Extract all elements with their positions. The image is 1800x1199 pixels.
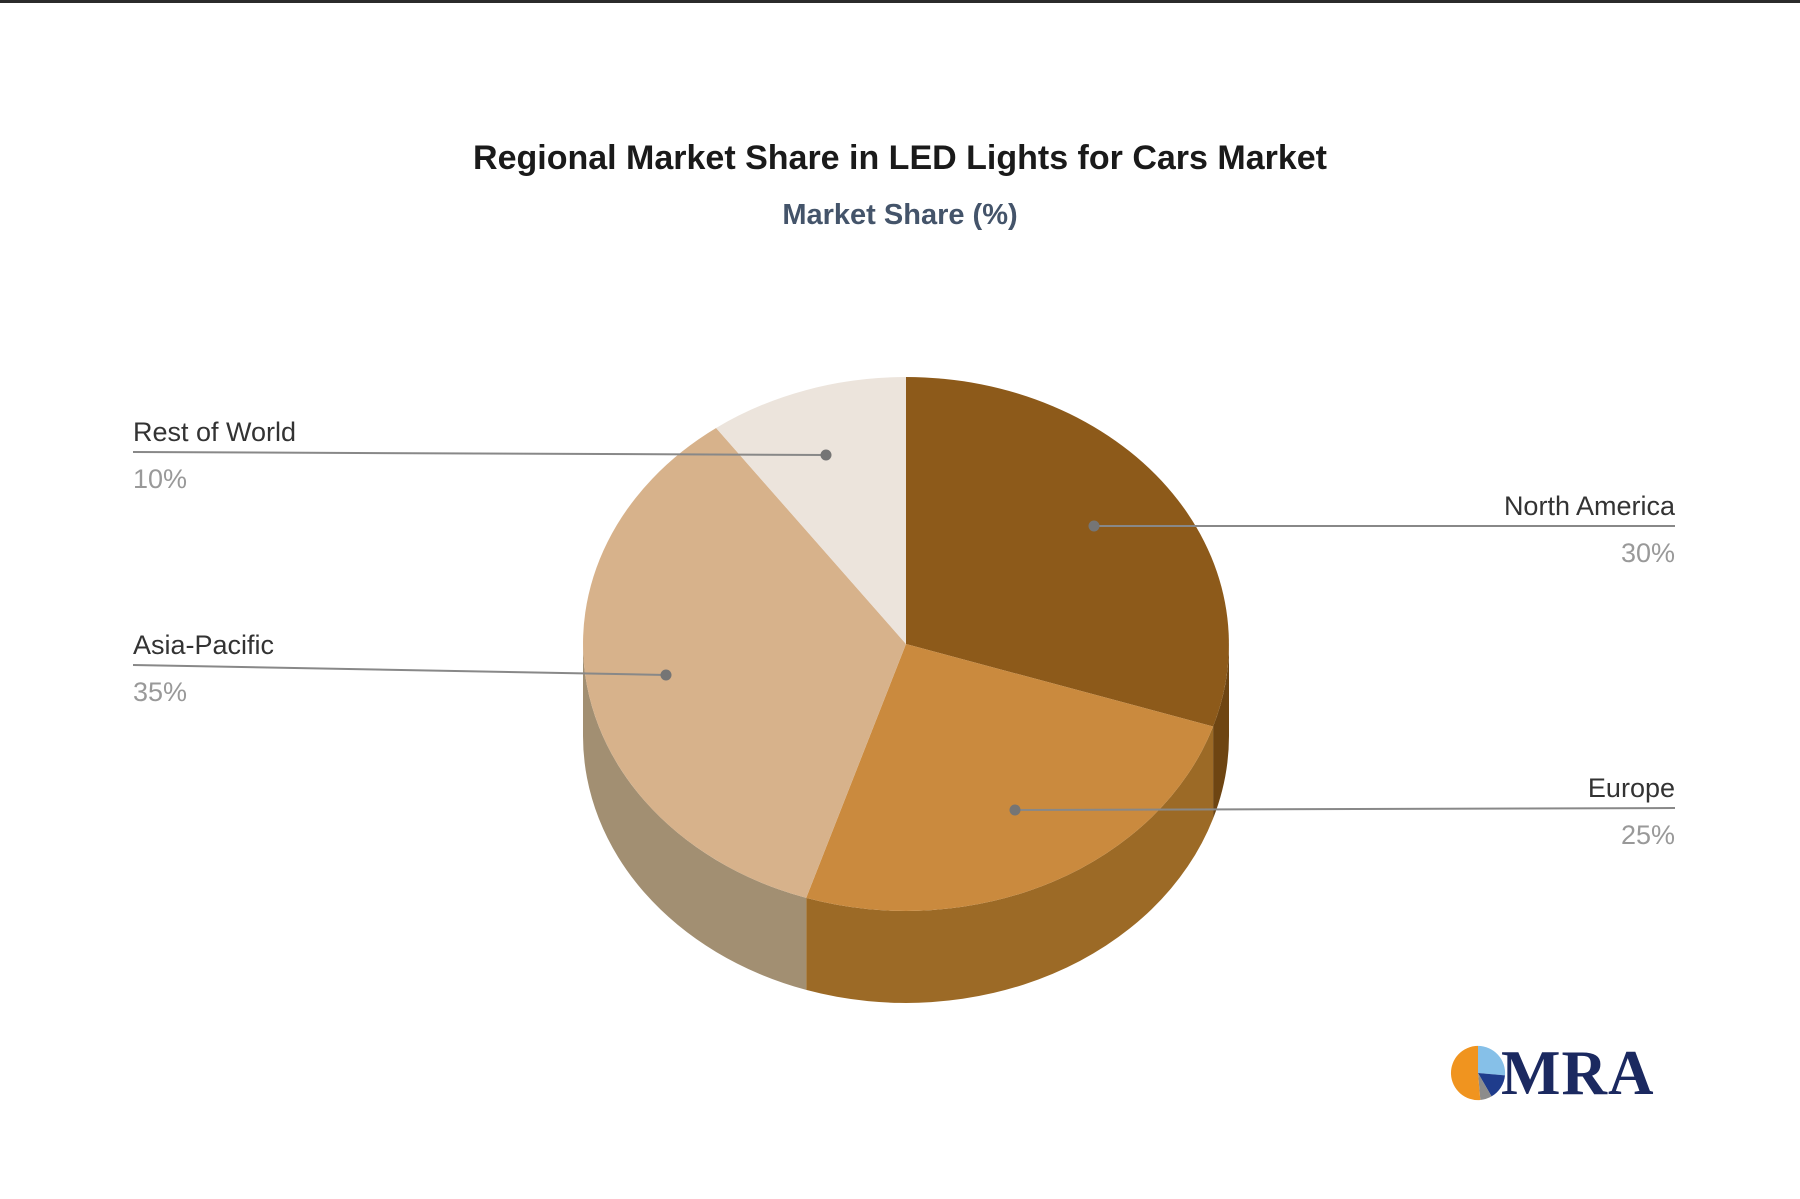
slice-percent: 10% — [133, 464, 188, 494]
mra-logo-text: MRA — [1501, 1038, 1655, 1108]
logo-slice-gray — [1478, 1073, 1492, 1100]
callout-north-america: North America 30% — [1504, 491, 1675, 569]
pie-slice-north-america[interactable] — [906, 377, 1229, 727]
pie-side-europe — [806, 726, 1214, 1003]
logo-slice-lightblue — [1478, 1045, 1506, 1076]
mra-logo: MRA — [1449, 1038, 1655, 1108]
leader-dot-asia-pacific — [660, 669, 672, 681]
logo-slice-navy — [1478, 1073, 1505, 1097]
mra-logo-pie-icon — [1450, 1045, 1506, 1101]
slice-percent: 25% — [1620, 820, 1675, 850]
slice-label: Asia-Pacific — [133, 630, 275, 660]
chart-subtitle: Market Share (%) — [782, 199, 1018, 231]
leader-dot-rest-of-world — [820, 449, 832, 461]
logo-slice-orange — [1450, 1045, 1481, 1101]
leader-line-europe — [1014, 807, 1676, 811]
slice-percent: 35% — [133, 677, 188, 707]
pie-slice-rest-of-world[interactable] — [716, 376, 906, 644]
pie-side-north-america — [1213, 644, 1229, 819]
pie-chart — [132, 376, 1676, 1003]
leader-dot-north-america — [1088, 520, 1100, 532]
slice-label: Europe — [1587, 773, 1675, 803]
chart-title: Regional Market Share in LED Lights for … — [473, 139, 1327, 177]
pie-slice-asia-pacific[interactable] — [583, 428, 906, 898]
callout-europe: Europe 25% — [1588, 773, 1675, 851]
slice-label: North America — [1503, 491, 1675, 521]
callout-rest-of-world: Rest of World 10% — [133, 417, 296, 495]
pie-side-asia-pacific — [583, 644, 807, 990]
slice-percent: 30% — [1620, 538, 1675, 568]
leader-line-asia-pacific — [132, 664, 667, 676]
callout-asia-pacific: Asia-Pacific 35% — [133, 630, 274, 708]
slice-label: Rest of World — [133, 417, 297, 447]
pie-slice-europe[interactable] — [806, 644, 1214, 911]
leader-line-rest-of-world — [132, 451, 827, 456]
leader-dot-europe — [1009, 804, 1021, 816]
